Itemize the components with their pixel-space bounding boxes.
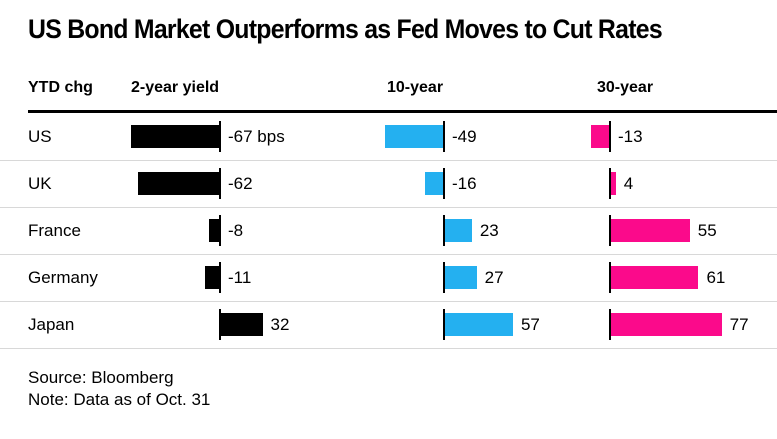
baseline-tick (219, 121, 221, 152)
row-label: US (28, 127, 52, 146)
header-10-year: 10-year (387, 79, 444, 96)
baseline-tick (443, 262, 445, 293)
row-label: Japan (28, 315, 75, 334)
header-rule (28, 110, 777, 113)
value-bar (610, 219, 690, 242)
value-bar (209, 219, 220, 242)
value-label: -11 (228, 268, 252, 287)
row-label: UK (28, 174, 52, 193)
baseline-tick (219, 309, 221, 340)
table-row: US -67 bps -49 -13 (0, 114, 777, 161)
data-note: Note: Data as of Oct. 31 (28, 390, 211, 409)
value-label: -67 bps (228, 127, 285, 146)
value-bar (424, 172, 444, 195)
value-label: 32 (270, 315, 290, 334)
value-bar (220, 313, 263, 336)
value-bar (444, 313, 513, 336)
baseline-tick (219, 168, 221, 199)
footer: Source: Bloomberg Note: Data as of Oct. … (28, 367, 210, 411)
value-label: 57 (520, 315, 540, 334)
value-bar (205, 266, 220, 289)
value-bar (591, 125, 610, 148)
header-2-year-yield: 2-year yield (131, 79, 220, 96)
baseline-tick (443, 121, 445, 152)
value-bar (384, 125, 444, 148)
source-note: Source: Bloomberg (28, 368, 174, 387)
baseline-tick (609, 121, 611, 152)
baseline-tick (443, 309, 445, 340)
baseline-tick (609, 309, 611, 340)
value-bar (610, 172, 616, 195)
baseline-tick (609, 262, 611, 293)
value-bar (137, 172, 220, 195)
value-bar (444, 266, 477, 289)
chart-rows: US -67 bps -49 -13 UK -62 -16 4 France -8 23 55 Germ… (0, 114, 777, 349)
value-label: 61 (706, 268, 726, 287)
table-row: UK -62 -16 4 (0, 161, 777, 208)
value-label: 27 (484, 268, 504, 287)
value-bar (130, 125, 220, 148)
baseline-tick (443, 215, 445, 246)
table-row: France -8 23 55 (0, 208, 777, 255)
value-label: -13 (618, 127, 643, 146)
column-header-row: YTD chg 2-year yield 10-year 30-year (0, 79, 777, 99)
baseline-tick (609, 215, 611, 246)
baseline-tick (219, 262, 221, 293)
header-ytd-chg: YTD chg (28, 79, 93, 96)
baseline-tick (219, 215, 221, 246)
row-label: Germany (28, 268, 98, 287)
baseline-tick (609, 168, 611, 199)
row-label: France (28, 221, 81, 240)
value-label: -16 (452, 174, 477, 193)
value-label: 4 (623, 174, 634, 193)
chart-title: US Bond Market Outperforms as Fed Moves … (28, 14, 663, 44)
value-bar (610, 266, 699, 289)
value-label: -62 (228, 174, 253, 193)
table-row: Japan 32 57 77 (0, 302, 777, 349)
value-label: 23 (479, 221, 499, 240)
value-label: 77 (729, 315, 749, 334)
value-label: 55 (697, 221, 717, 240)
baseline-tick (443, 168, 445, 199)
value-bar (444, 219, 472, 242)
header-30-year: 30-year (597, 79, 654, 96)
value-bar (610, 313, 722, 336)
table-row: Germany -11 27 61 (0, 255, 777, 302)
value-label: -8 (228, 221, 244, 240)
value-label: -49 (452, 127, 477, 146)
